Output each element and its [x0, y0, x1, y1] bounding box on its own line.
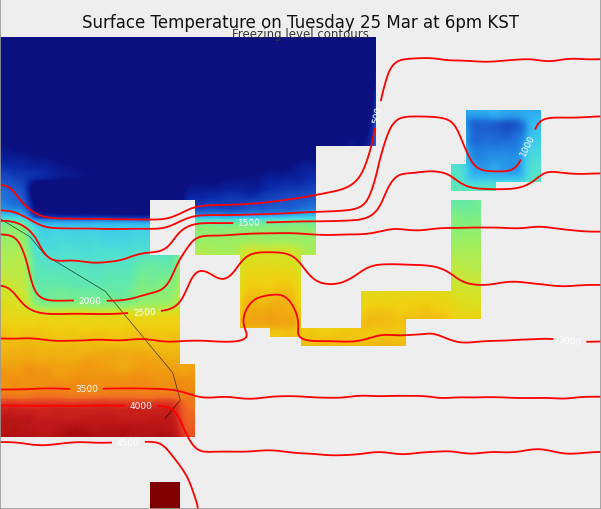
Text: Surface Temperature on Tuesday 25 Mar at 6pm KST: Surface Temperature on Tuesday 25 Mar at… [82, 14, 519, 32]
Text: Freezing level contours: Freezing level contours [232, 28, 369, 41]
Text: 2000: 2000 [79, 296, 102, 306]
Text: 2500: 2500 [133, 307, 156, 318]
Text: 4000: 4000 [130, 402, 153, 410]
Text: 500: 500 [371, 106, 384, 125]
Text: 1000: 1000 [519, 133, 537, 157]
Text: 3000: 3000 [558, 335, 582, 346]
Text: 4500: 4500 [117, 438, 140, 447]
Text: 1500: 1500 [238, 218, 261, 228]
Text: 3500: 3500 [75, 384, 98, 393]
